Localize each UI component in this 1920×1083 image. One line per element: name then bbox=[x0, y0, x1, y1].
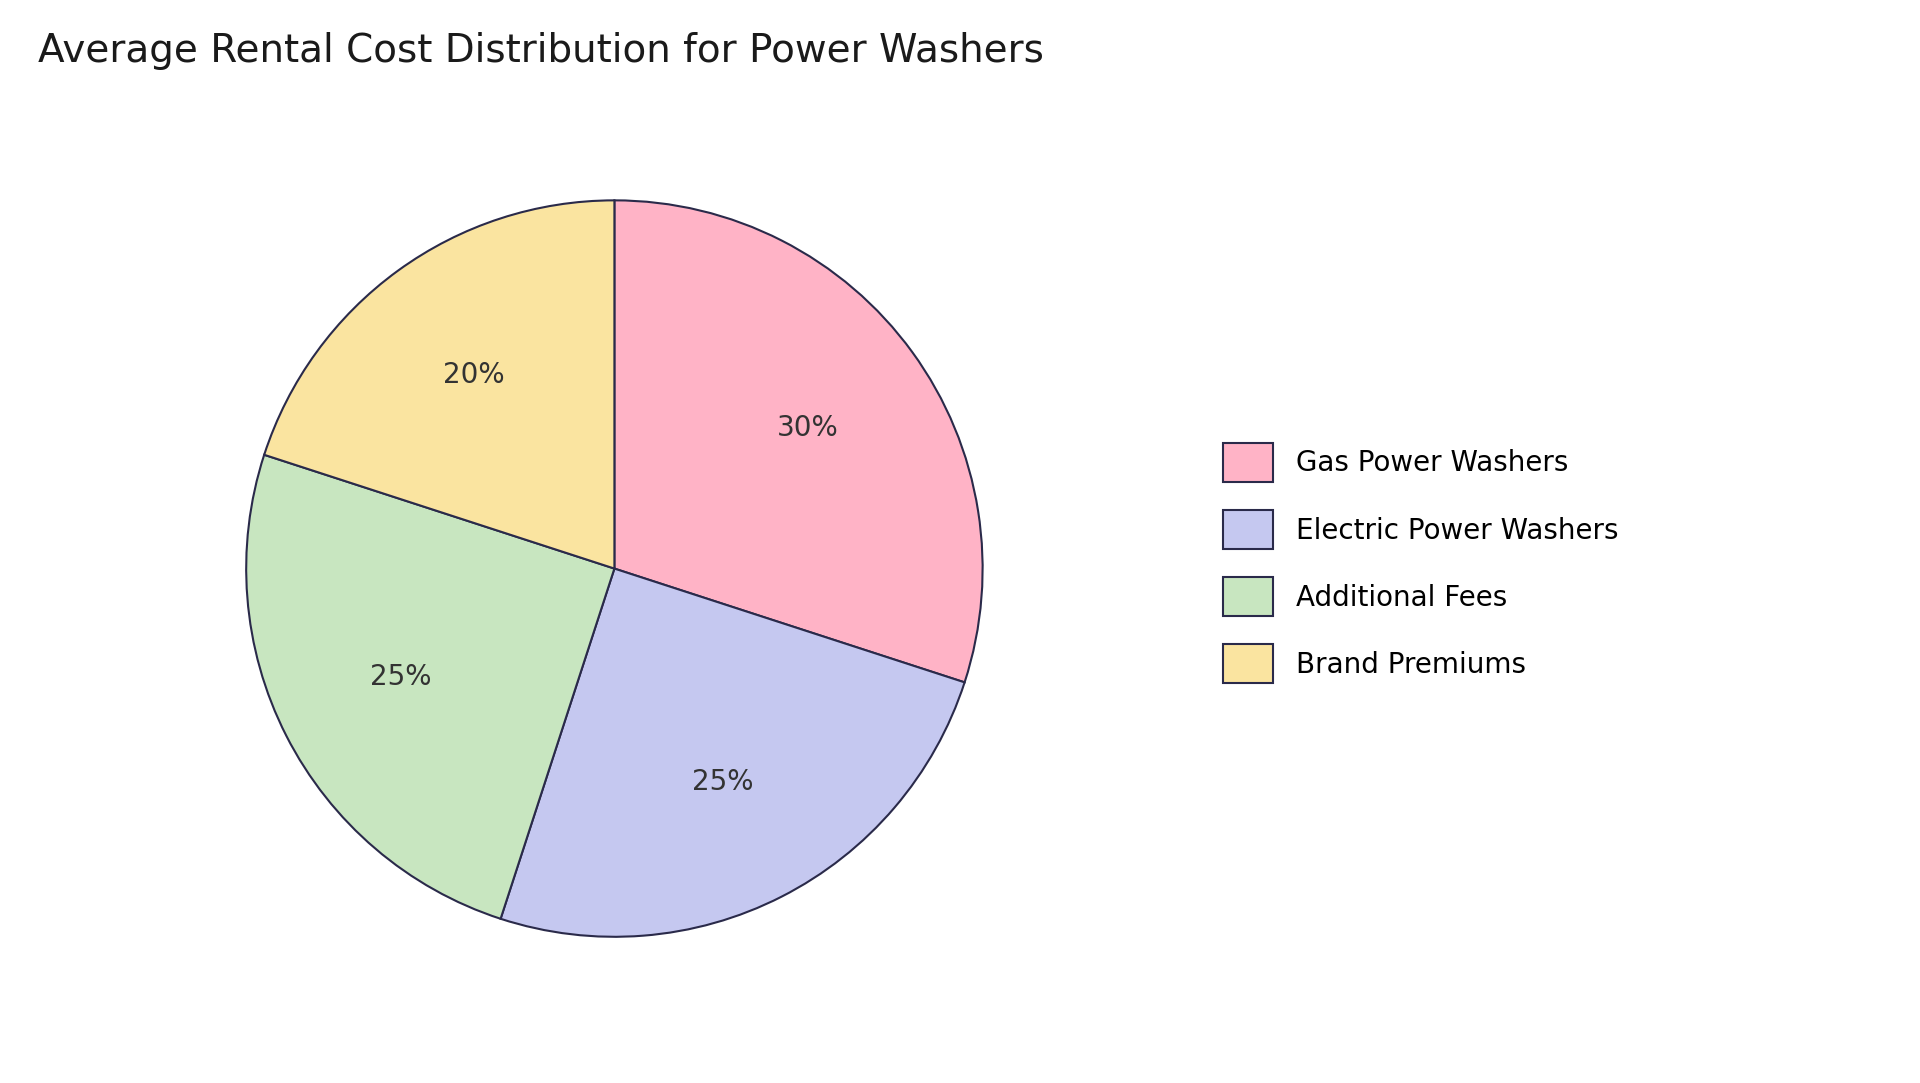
Wedge shape bbox=[246, 455, 614, 918]
Wedge shape bbox=[501, 569, 964, 937]
Text: 25%: 25% bbox=[371, 663, 432, 691]
Text: 20%: 20% bbox=[444, 361, 505, 389]
Text: 25%: 25% bbox=[693, 768, 755, 796]
Wedge shape bbox=[265, 200, 614, 569]
Wedge shape bbox=[614, 200, 983, 682]
Text: Average Rental Cost Distribution for Power Washers: Average Rental Cost Distribution for Pow… bbox=[38, 32, 1044, 70]
Legend: Gas Power Washers, Electric Power Washers, Additional Fees, Brand Premiums: Gas Power Washers, Electric Power Washer… bbox=[1223, 443, 1619, 683]
Text: 30%: 30% bbox=[778, 414, 839, 442]
